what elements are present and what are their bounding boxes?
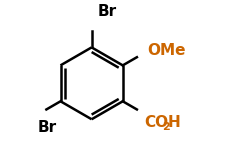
- Text: Br: Br: [38, 120, 57, 135]
- Text: OMe: OMe: [147, 43, 186, 58]
- Text: H: H: [168, 115, 180, 130]
- Text: 2: 2: [162, 122, 170, 132]
- Text: Br: Br: [98, 4, 117, 19]
- Text: CO: CO: [144, 115, 168, 130]
